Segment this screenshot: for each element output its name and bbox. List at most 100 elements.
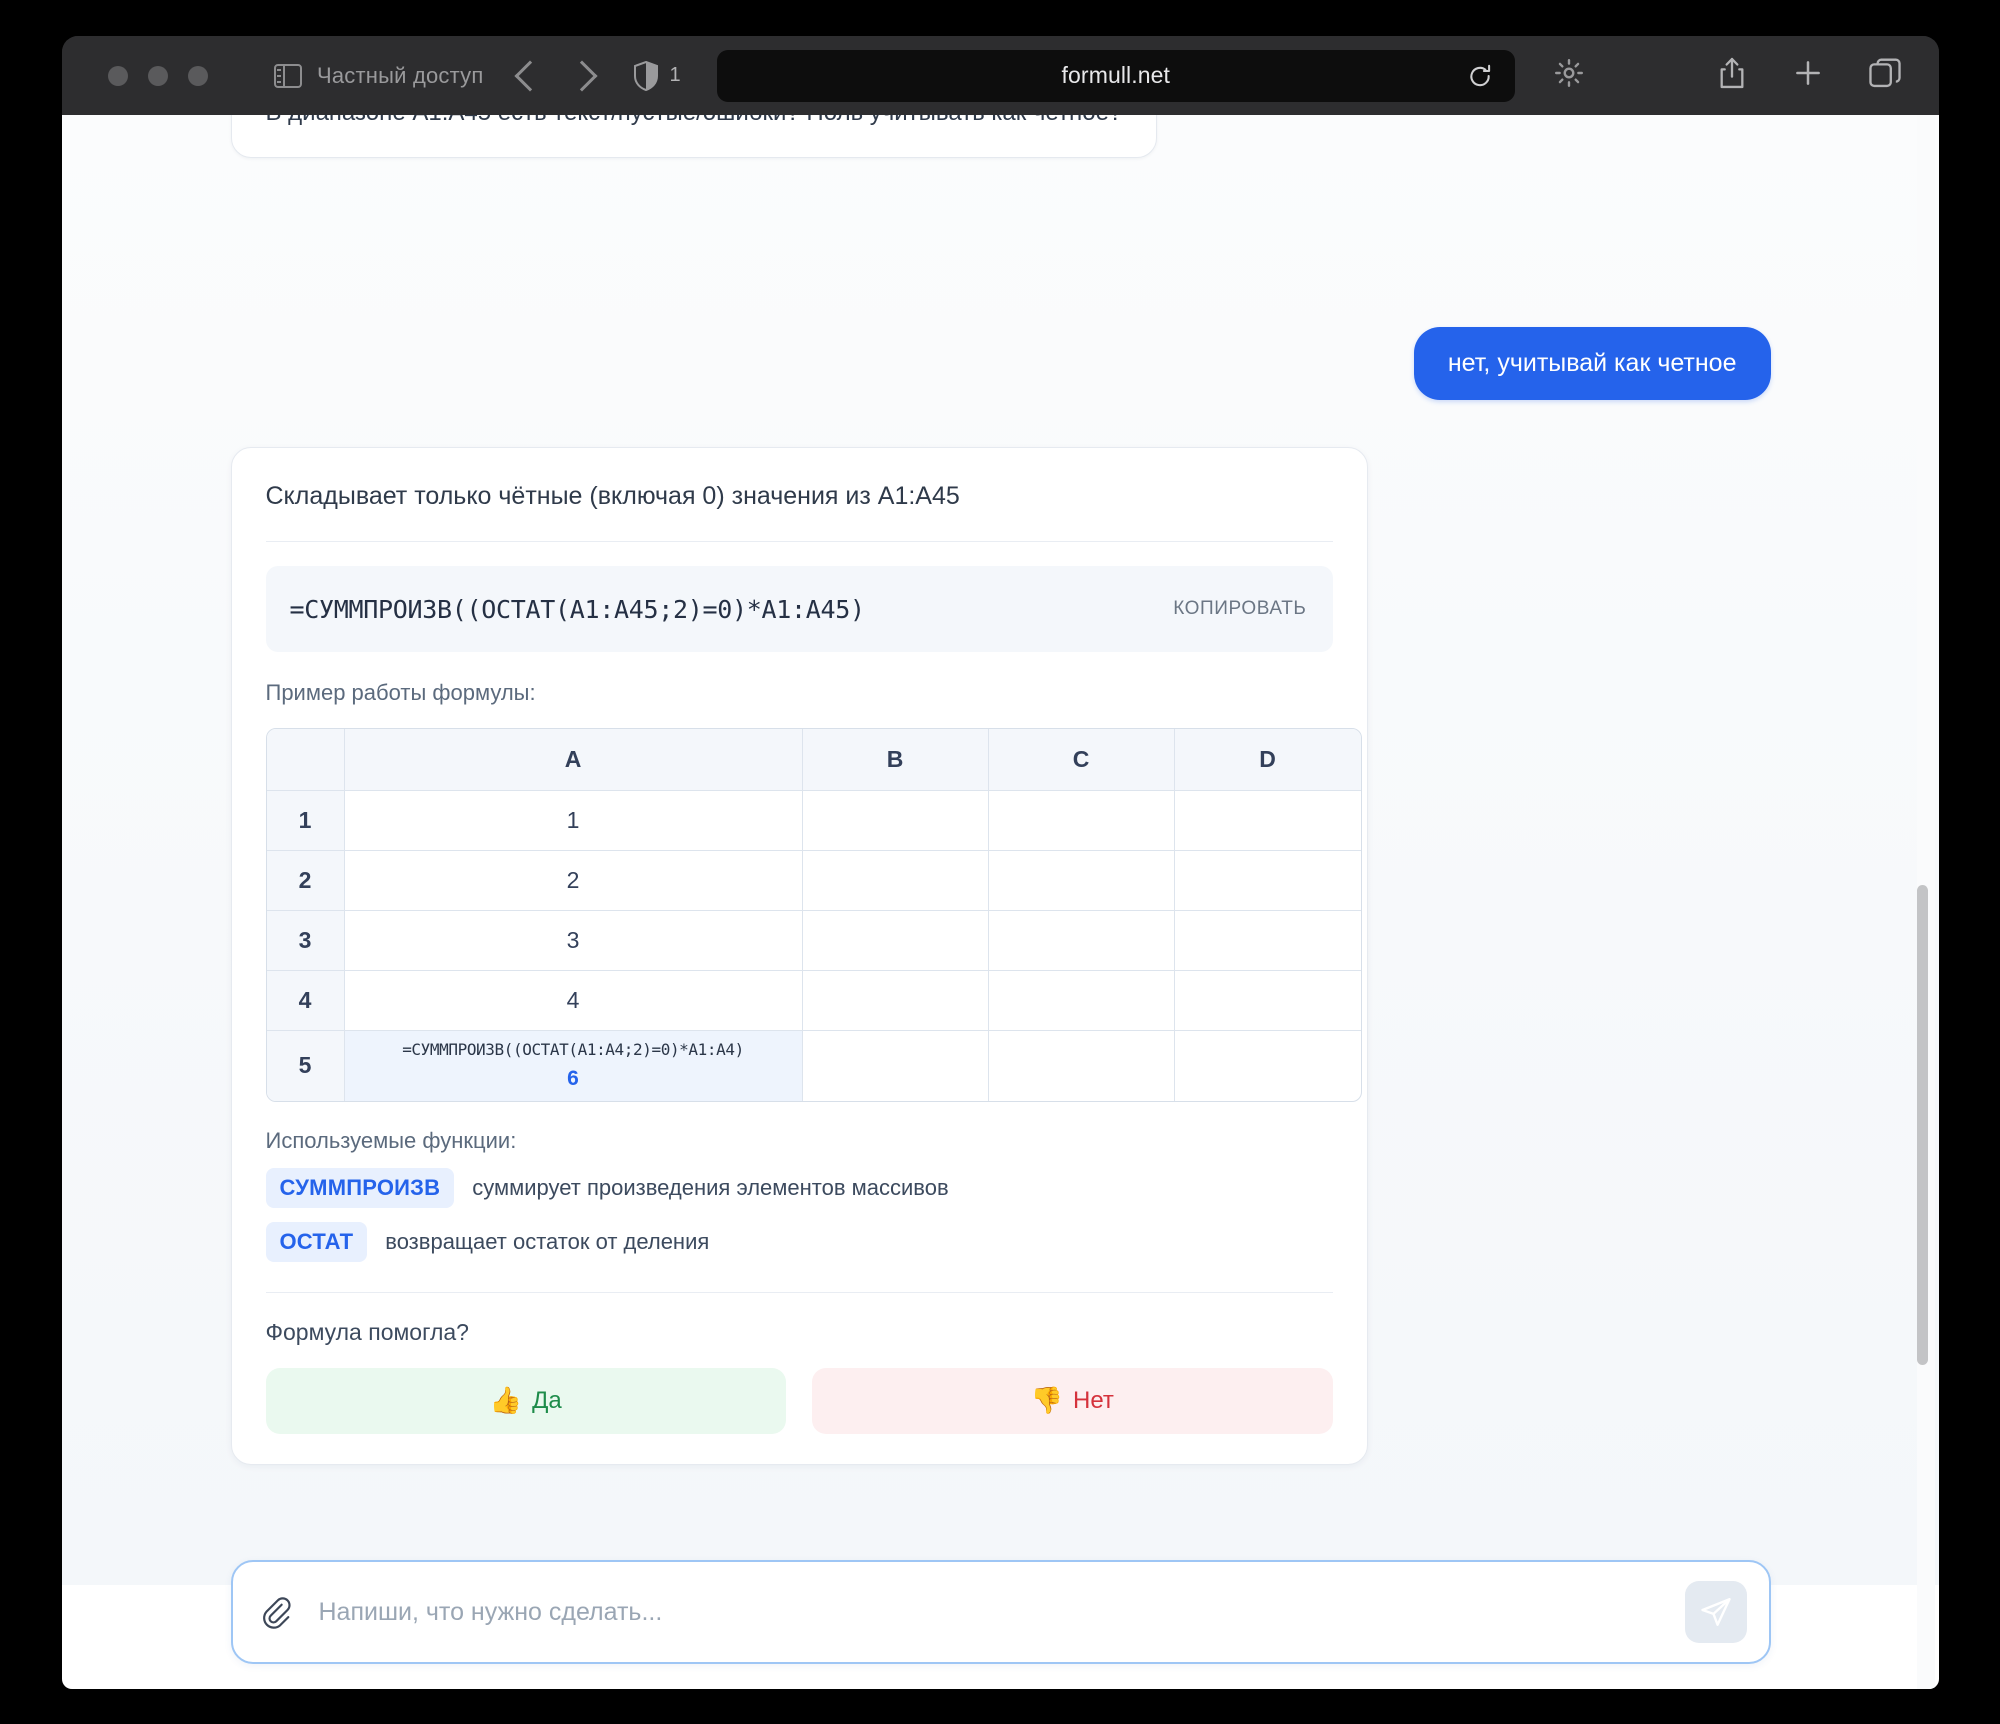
function-chip[interactable]: ОСТАТ xyxy=(265,1221,368,1262)
paperclip-icon xyxy=(262,1597,291,1629)
cell-b xyxy=(803,1031,989,1101)
reload-button[interactable] xyxy=(1467,63,1493,89)
cell-c xyxy=(988,971,1175,1031)
settings-button[interactable] xyxy=(1553,57,1585,94)
cell-d xyxy=(1174,791,1361,851)
column-header-d: D xyxy=(1174,729,1361,791)
feedback-yes-button[interactable]: 👍 Да xyxy=(265,1367,786,1434)
privacy-shield-icon xyxy=(634,60,659,91)
table-row: 1 1 xyxy=(266,791,1361,851)
new-tab-button[interactable] xyxy=(1793,58,1823,93)
cell-c xyxy=(988,911,1175,971)
cell-c xyxy=(988,791,1175,851)
send-icon xyxy=(1700,1598,1731,1626)
feedback-yes-label: Да xyxy=(532,1386,562,1414)
formula-answer-card: Складывает только чётные (включая 0) зна… xyxy=(230,447,1368,1465)
result-formula-text: =СУММПРОИЗВ((ОСТАТ(A1:A4;2)=0)*A1:A4) xyxy=(402,1040,744,1059)
page-scrollbar[interactable] xyxy=(1917,115,1935,1689)
cell-d xyxy=(1174,851,1361,911)
send-message-button[interactable] xyxy=(1684,1581,1747,1643)
row-header: 1 xyxy=(266,791,345,851)
scrollbar-thumb[interactable] xyxy=(1917,885,1928,1365)
row-header: 5 xyxy=(266,1031,345,1101)
cell-a: 4 xyxy=(344,971,803,1031)
cell-d xyxy=(1175,1031,1361,1101)
attach-file-button[interactable] xyxy=(257,1593,295,1631)
plus-icon xyxy=(1796,61,1820,85)
functions-label: Используемые функции: xyxy=(265,1127,517,1153)
answer-title: Складывает только чётные (включая 0) зна… xyxy=(265,482,1333,542)
browser-toolbar: Частный доступ 1 formull.net xyxy=(62,36,1939,115)
result-value: 6 xyxy=(567,1066,579,1090)
feedback-no-button[interactable]: 👎 Нет xyxy=(812,1367,1333,1434)
formula-text: =СУММПРОИЗВ((ОСТАТ(A1:A45;2)=0)*A1:A45) xyxy=(289,594,866,624)
message-input[interactable] xyxy=(318,1597,1685,1627)
toolbar-right-icons xyxy=(1717,56,1901,95)
thumbs-down-icon: 👎 xyxy=(1030,1385,1063,1416)
feedback-no-label: Нет xyxy=(1073,1386,1114,1414)
table-row: 4 4 xyxy=(266,971,1361,1031)
feedback-question: Формула помогла? xyxy=(265,1318,469,1345)
feedback-buttons: 👍 Да 👎 Нет xyxy=(265,1367,1333,1434)
row-header: 2 xyxy=(266,851,345,911)
gear-icon xyxy=(1555,59,1584,88)
close-window-button[interactable] xyxy=(108,65,128,86)
column-header-a: A xyxy=(344,729,803,791)
function-description: возвращает остаток от деления xyxy=(385,1228,710,1254)
privacy-report-button[interactable]: 1 xyxy=(633,60,681,91)
functions-section: Используемые функции: СУММПРОИЗВ суммиру… xyxy=(265,1127,1333,1262)
table-result-row: 5 =СУММПРОИЗВ((ОСТАТ(A1:A4;2)=0)*A1:A4) … xyxy=(266,1031,1361,1101)
function-description: суммирует произведения элементов массиво… xyxy=(472,1174,949,1200)
row-header: 3 xyxy=(266,911,345,971)
user-message-bubble: нет, учитывай как четное xyxy=(1413,327,1771,400)
minimize-window-button[interactable] xyxy=(148,65,168,86)
maximize-window-button[interactable] xyxy=(188,65,208,86)
function-row: ОСТАТ возвращает остаток от деления xyxy=(265,1221,1333,1262)
page-content: В диапазоне A1:A45 есть текст/пустые/оши… xyxy=(62,115,1939,1664)
cell-a: 2 xyxy=(344,851,803,911)
browser-window: Частный доступ 1 formull.net xyxy=(62,36,1939,1689)
cell-c xyxy=(989,1031,1175,1101)
cell-c xyxy=(988,851,1175,911)
function-chip[interactable]: СУММПРОИЗВ xyxy=(265,1167,455,1208)
thumbs-up-icon: 👍 xyxy=(489,1385,523,1416)
example-label: Пример работы формулы: xyxy=(265,680,536,705)
navigation-arrows xyxy=(514,59,599,92)
column-header-b: B xyxy=(802,729,989,791)
formula-box: =СУММПРОИЗВ((ОСТАТ(A1:A45;2)=0)*A1:A45) … xyxy=(265,566,1333,652)
sidebar-toggle-icon xyxy=(274,63,302,88)
user-message-text: нет, учитывай как четное xyxy=(1447,349,1737,377)
column-header-c: C xyxy=(988,729,1175,791)
example-spreadsheet-table: A B C D 1 1 xyxy=(265,728,1362,1102)
table-header-row: A B C D xyxy=(266,729,1361,791)
private-browsing-label: Частный доступ xyxy=(317,62,484,88)
table-row: 2 2 xyxy=(266,851,1361,911)
message-composer[interactable] xyxy=(230,1560,1771,1664)
cell-d xyxy=(1174,911,1361,971)
tracker-count: 1 xyxy=(669,64,681,86)
window-controls xyxy=(108,65,208,86)
cell-b xyxy=(802,851,989,911)
card-divider xyxy=(265,1291,1333,1293)
sidebar-toggle-button[interactable]: Частный доступ xyxy=(274,63,483,89)
row-header: 4 xyxy=(266,971,345,1031)
user-message-row: нет, учитывай как четное xyxy=(1413,327,1771,400)
cell-a: 1 xyxy=(344,791,803,851)
forward-chevron-icon[interactable] xyxy=(566,59,599,92)
share-button[interactable] xyxy=(1717,56,1747,95)
back-chevron-icon[interactable] xyxy=(514,59,547,92)
address-bar[interactable]: formull.net xyxy=(716,49,1515,102)
tab-overview-icon xyxy=(1869,58,1901,88)
cell-d xyxy=(1174,971,1361,1031)
cell-b xyxy=(802,791,989,851)
bot-message-bubble: В диапазоне A1:A45 есть текст/пустые/оши… xyxy=(230,115,1158,158)
copy-formula-button[interactable]: КОПИРОВАТЬ xyxy=(1173,598,1307,619)
tab-overview-button[interactable] xyxy=(1869,58,1901,93)
function-row: СУММПРОИЗВ суммирует произведения элемен… xyxy=(265,1167,1333,1208)
share-icon xyxy=(1720,57,1744,89)
cell-b xyxy=(802,911,989,971)
column-header-corner xyxy=(266,729,345,791)
result-cell: =СУММПРОИЗВ((ОСТАТ(A1:A4;2)=0)*A1:A4) 6 xyxy=(344,1031,803,1101)
cell-b xyxy=(802,971,989,1031)
url-text: formull.net xyxy=(1061,62,1171,88)
